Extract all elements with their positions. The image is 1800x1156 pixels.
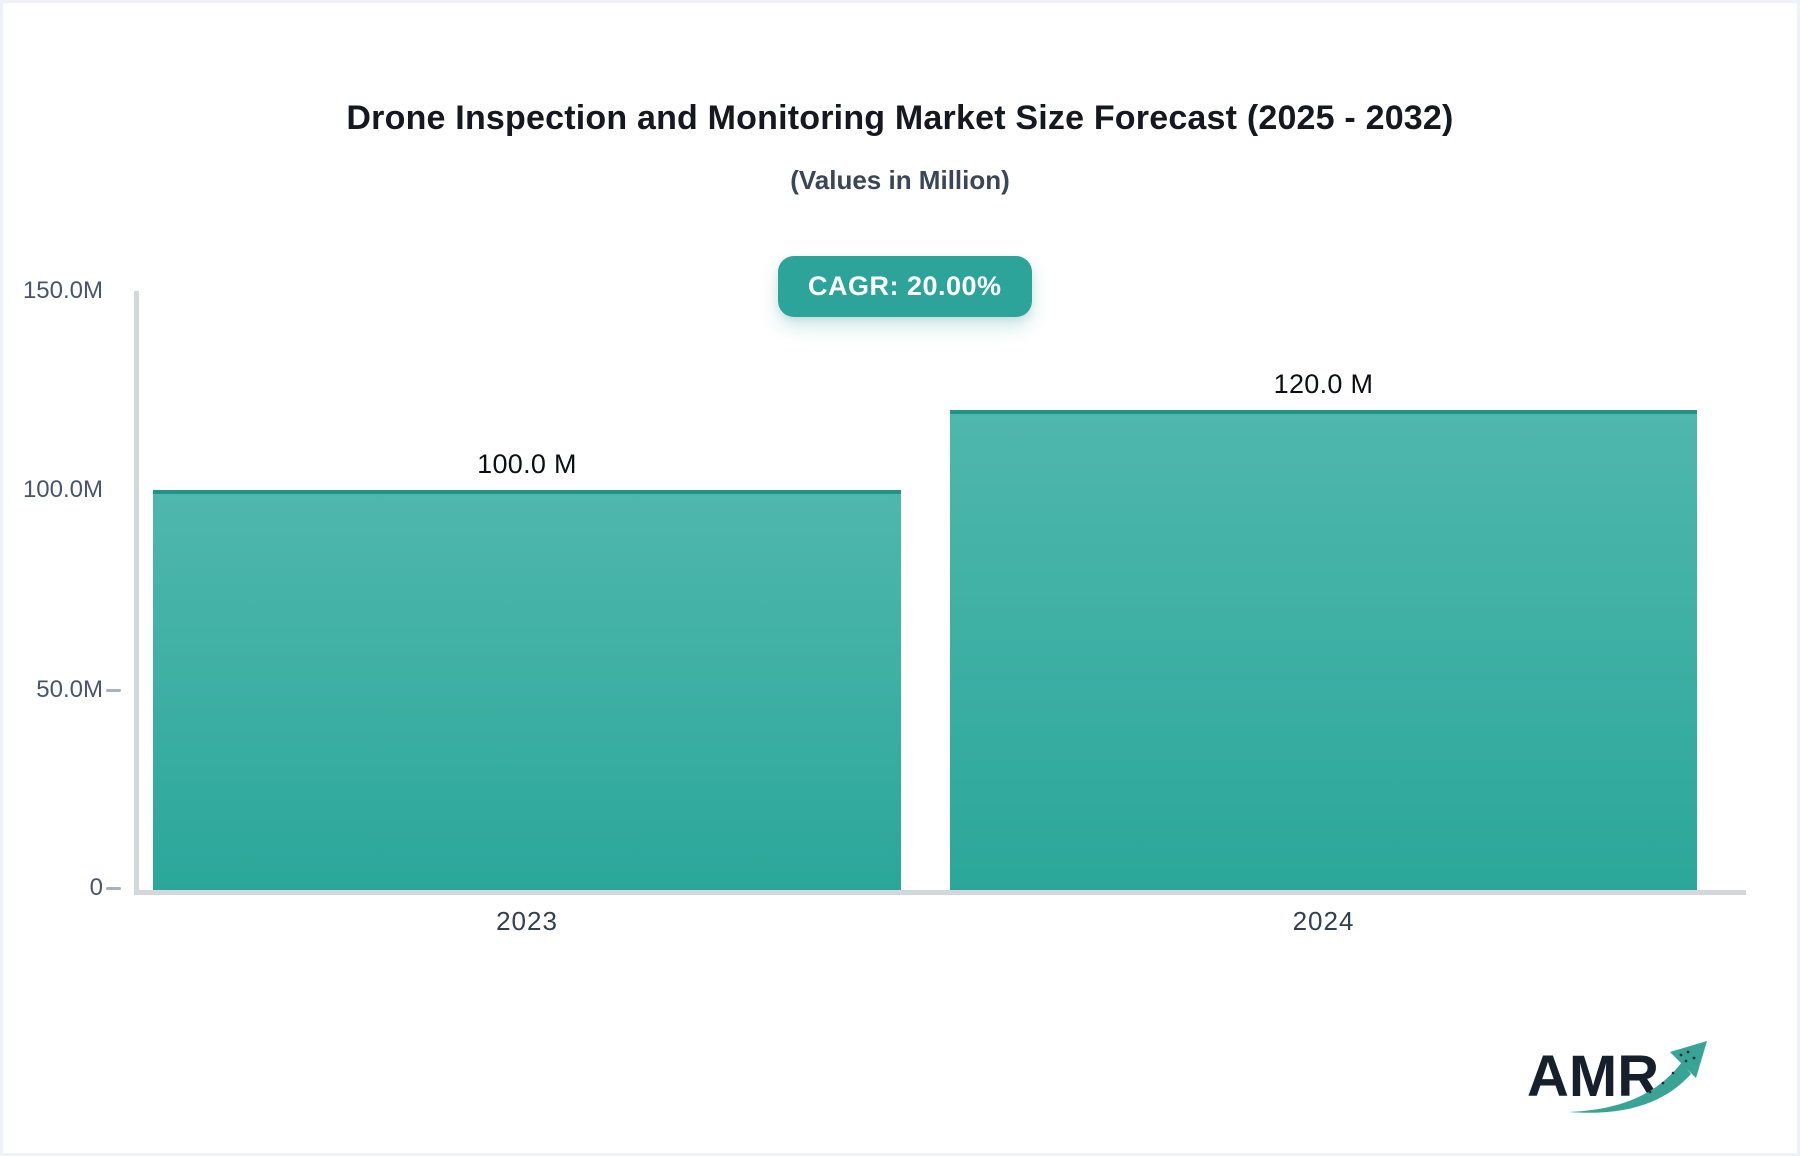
x-axis-line: [134, 890, 1746, 895]
x-axis-label-2024: 2024: [1292, 906, 1355, 936]
y-axis-label-0: 0: [89, 874, 103, 901]
bar-column-2023: 100.0 M: [153, 449, 901, 890]
cagr-badge: CAGR: 20.00%: [778, 256, 1032, 317]
amr-logo-arrow-dots: [1648, 1050, 1696, 1094]
amr-logo: AMR: [1523, 1033, 1718, 1121]
bar-2023[interactable]: [153, 490, 901, 890]
bar-column-2024: 120.0 M: [950, 369, 1697, 890]
chart-title: Drone Inspection and Monitoring Market S…: [346, 99, 1454, 137]
amr-logo-graphic: AMR: [1527, 1041, 1707, 1113]
bar-2024[interactable]: [950, 410, 1697, 890]
x-axis-label-2023: 2023: [496, 906, 558, 936]
chart-subtitle: (Values in Million): [790, 165, 1010, 195]
y-tick-mark-50: [106, 689, 121, 692]
y-axis-label-50: 50.0M: [36, 676, 103, 703]
amr-logo-arrowhead-icon: [1670, 1041, 1707, 1078]
amr-logo-arrow-swoosh: [1569, 1062, 1691, 1113]
bar-value-label-2023: 100.0 M: [477, 449, 577, 479]
y-tick-mark-0: [106, 887, 121, 890]
y-axis-label-150: 150.0M: [22, 277, 103, 304]
y-axis-line: [134, 291, 139, 895]
y-axis-label-100: 100.0M: [22, 476, 103, 503]
bar-value-label-2024: 120.0 M: [1273, 369, 1374, 399]
plot-area: 100.0 M 120.0 M: [134, 290, 1746, 890]
